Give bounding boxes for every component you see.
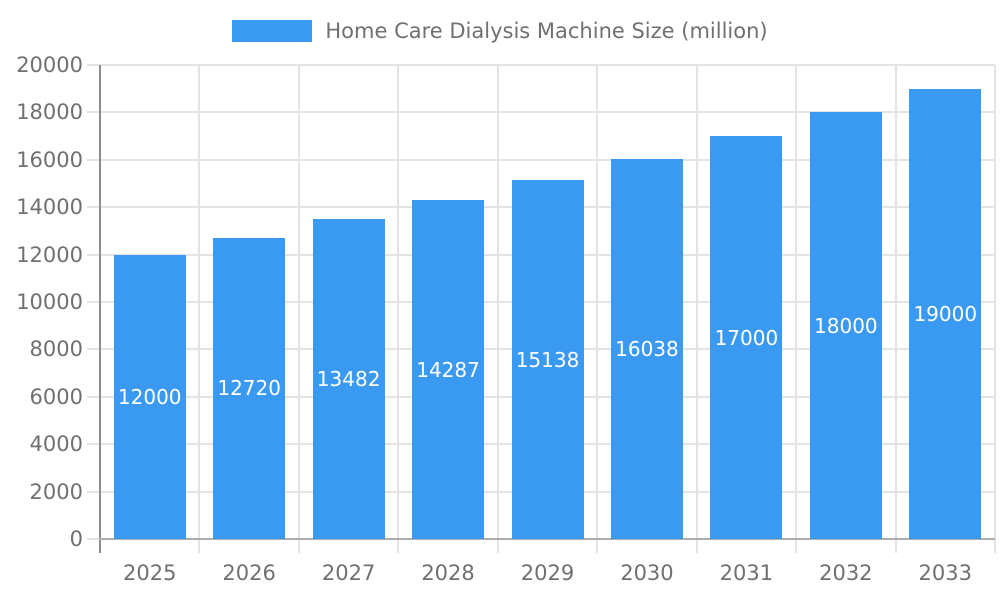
- bar-value-label: 16038: [615, 336, 679, 361]
- bar-value-label: 17000: [714, 325, 779, 350]
- x-gridline: [795, 65, 798, 553]
- y-tick-label: 4000: [29, 432, 83, 457]
- y-tick-label: 8000: [29, 337, 83, 362]
- bar: 18000: [809, 112, 882, 539]
- bar-value-label: 15138: [515, 347, 580, 372]
- x-gridline: [994, 65, 996, 553]
- bar-value-label: 18000: [814, 313, 878, 338]
- y-axis-line: [99, 65, 101, 553]
- bar: 12720: [213, 237, 286, 539]
- y-tick-label: 2000: [29, 479, 83, 504]
- x-tick-label: 2026: [222, 561, 276, 585]
- bar: 13482: [312, 219, 385, 539]
- x-tick-label: 2027: [321, 561, 376, 585]
- bar-value-label: 12000: [117, 384, 182, 409]
- y-tick-label: 0: [69, 527, 83, 551]
- y-tick-label: 10000: [16, 290, 83, 314]
- x-gridline: [496, 65, 499, 553]
- legend-label: Home Care Dialysis Machine Size (million…: [325, 19, 768, 43]
- y-tick-label: 20000: [16, 53, 83, 77]
- x-tick-label: 2032: [819, 561, 873, 585]
- y-tick-label: 14000: [16, 195, 83, 220]
- y-gridline: [87, 64, 995, 66]
- y-gridline: [87, 111, 995, 114]
- legend-swatch: [232, 20, 313, 42]
- y-gridline: [87, 158, 995, 161]
- x-tick-label: 2028: [421, 561, 475, 585]
- y-tick-label: 12000: [16, 242, 83, 267]
- y-tick-label: 18000: [16, 100, 83, 125]
- x-tick-label: 2031: [719, 561, 774, 585]
- y-tick-label: 16000: [16, 147, 83, 172]
- bar: 15138: [511, 180, 584, 539]
- chart-legend: Home Care Dialysis Machine Size (million…: [0, 19, 1000, 43]
- bar: 19000: [909, 88, 982, 539]
- bar: 12000: [113, 254, 186, 539]
- bar-value-label: 12720: [217, 376, 281, 401]
- x-gridline: [894, 65, 897, 553]
- x-gridline: [397, 65, 400, 553]
- x-gridline: [198, 65, 201, 553]
- bar-value-label: 19000: [913, 301, 978, 326]
- bar-value-label: 13482: [316, 367, 381, 392]
- y-tick-label: 6000: [29, 384, 83, 409]
- x-tick-label: 2030: [620, 561, 674, 585]
- x-tick-label: 2025: [122, 561, 177, 585]
- bar: 16038: [610, 158, 683, 539]
- x-axis-line: [99, 538, 995, 540]
- bar-value-label: 14287: [416, 357, 480, 382]
- bar: 17000: [710, 136, 783, 539]
- x-gridline: [695, 65, 698, 553]
- bar: 14287: [412, 200, 485, 539]
- x-gridline: [297, 65, 300, 553]
- x-tick-label: 2033: [918, 561, 972, 585]
- x-tick-label: 2029: [520, 561, 575, 585]
- x-gridline: [596, 65, 599, 553]
